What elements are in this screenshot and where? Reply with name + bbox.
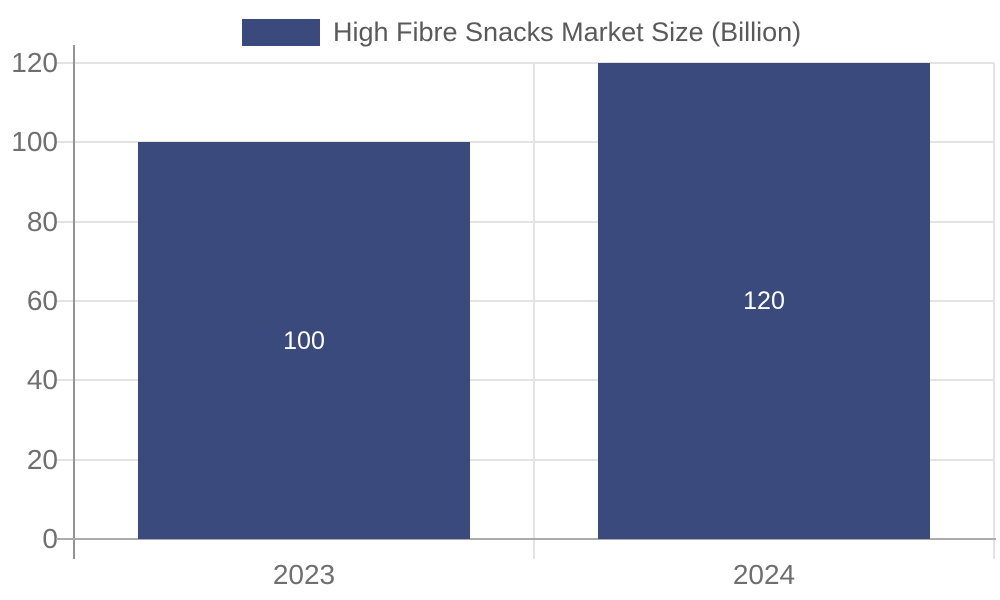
y-tick-mark bbox=[56, 220, 74, 223]
y-tick-mark bbox=[56, 458, 74, 461]
legend-swatch bbox=[242, 19, 320, 46]
y-axis-tick-label: 0 bbox=[42, 523, 58, 554]
x-axis-line bbox=[56, 538, 996, 540]
bar-value-label: 120 bbox=[743, 287, 785, 315]
y-axis-tick-label: 40 bbox=[26, 364, 58, 396]
y-axis-tick-label: 120 bbox=[11, 47, 58, 78]
y-axis-line bbox=[73, 45, 75, 559]
v-gridline bbox=[993, 63, 995, 559]
y-axis-tick-label: 20 bbox=[26, 443, 58, 475]
y-axis-tick-label: 100 bbox=[11, 126, 58, 158]
x-axis-tick-label: 2024 bbox=[732, 559, 796, 590]
y-tick-mark bbox=[56, 300, 74, 302]
bar-value-label: 100 bbox=[283, 326, 325, 355]
y-tick-mark bbox=[56, 379, 74, 382]
y-tick-mark bbox=[56, 62, 74, 64]
legend-label: High Fibre Snacks Market Size (Billion) bbox=[333, 17, 802, 47]
bar bbox=[598, 63, 930, 539]
chart-legend: High Fibre Snacks Market Size (Billion) bbox=[242, 19, 801, 46]
y-tick-mark bbox=[56, 141, 74, 144]
v-gridline bbox=[533, 63, 535, 559]
y-axis-tick-label: 60 bbox=[26, 285, 58, 316]
y-axis-tick-label: 80 bbox=[26, 205, 58, 237]
bar bbox=[138, 142, 470, 539]
x-axis-tick-label: 2023 bbox=[272, 559, 336, 590]
